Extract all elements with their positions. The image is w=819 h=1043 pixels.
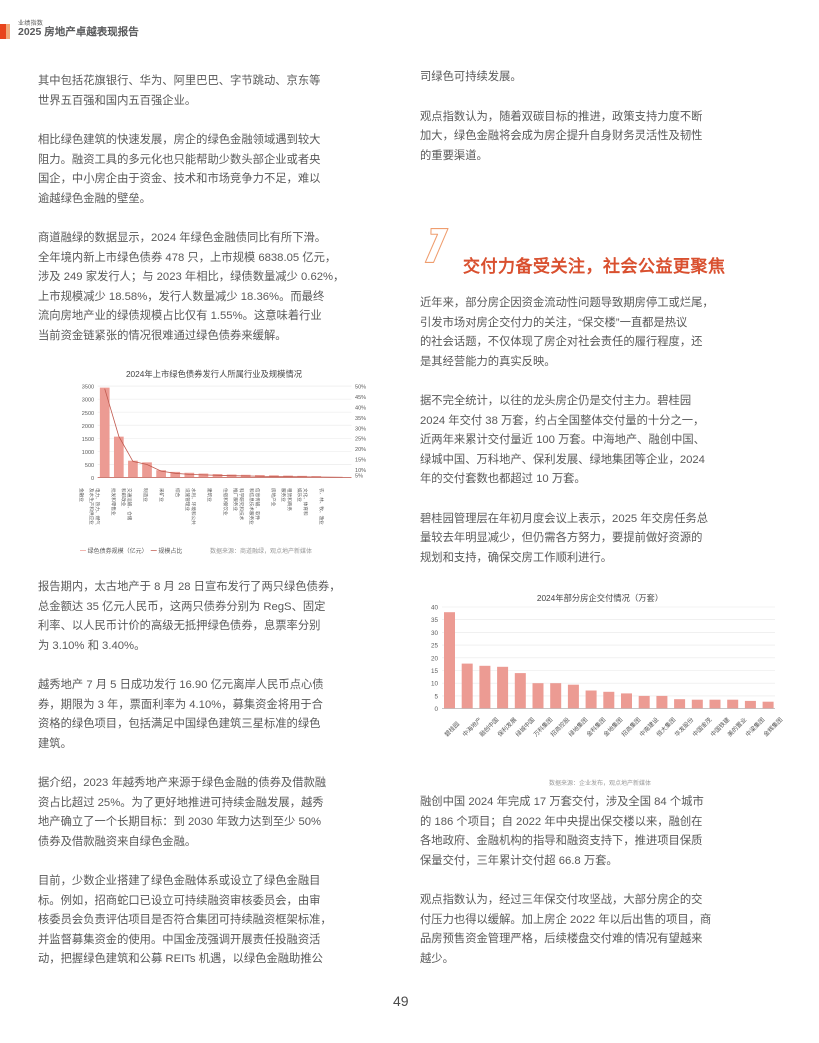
svg-text:50%: 50%: [355, 385, 366, 391]
svg-text:20%: 20%: [355, 447, 366, 453]
svg-text:30%: 30%: [355, 426, 366, 432]
svg-text:20: 20: [431, 655, 439, 662]
svg-text:0: 0: [434, 706, 438, 713]
svg-text:2500: 2500: [82, 411, 94, 417]
svg-text:10: 10: [431, 681, 439, 688]
svg-text:2000: 2000: [82, 424, 94, 430]
svg-text:15: 15: [431, 668, 439, 675]
svg-text:5: 5: [434, 693, 438, 700]
svg-text:1000: 1000: [82, 450, 94, 456]
svg-text:35%: 35%: [355, 416, 366, 422]
svg-text:3000: 3000: [82, 398, 94, 404]
svg-text:1500: 1500: [82, 437, 94, 443]
svg-text:0: 0: [91, 476, 94, 482]
svg-text:25%: 25%: [355, 437, 366, 443]
svg-text:45%: 45%: [355, 395, 366, 401]
svg-text:500: 500: [85, 463, 94, 469]
svg-text:30: 30: [431, 630, 439, 637]
svg-text:40: 40: [431, 605, 439, 612]
svg-text:5%: 5%: [355, 473, 363, 479]
svg-text:25: 25: [431, 643, 439, 650]
svg-text:15%: 15%: [355, 457, 366, 463]
svg-text:3500: 3500: [82, 385, 94, 391]
svg-text:40%: 40%: [355, 405, 366, 411]
svg-text:35: 35: [431, 617, 439, 624]
